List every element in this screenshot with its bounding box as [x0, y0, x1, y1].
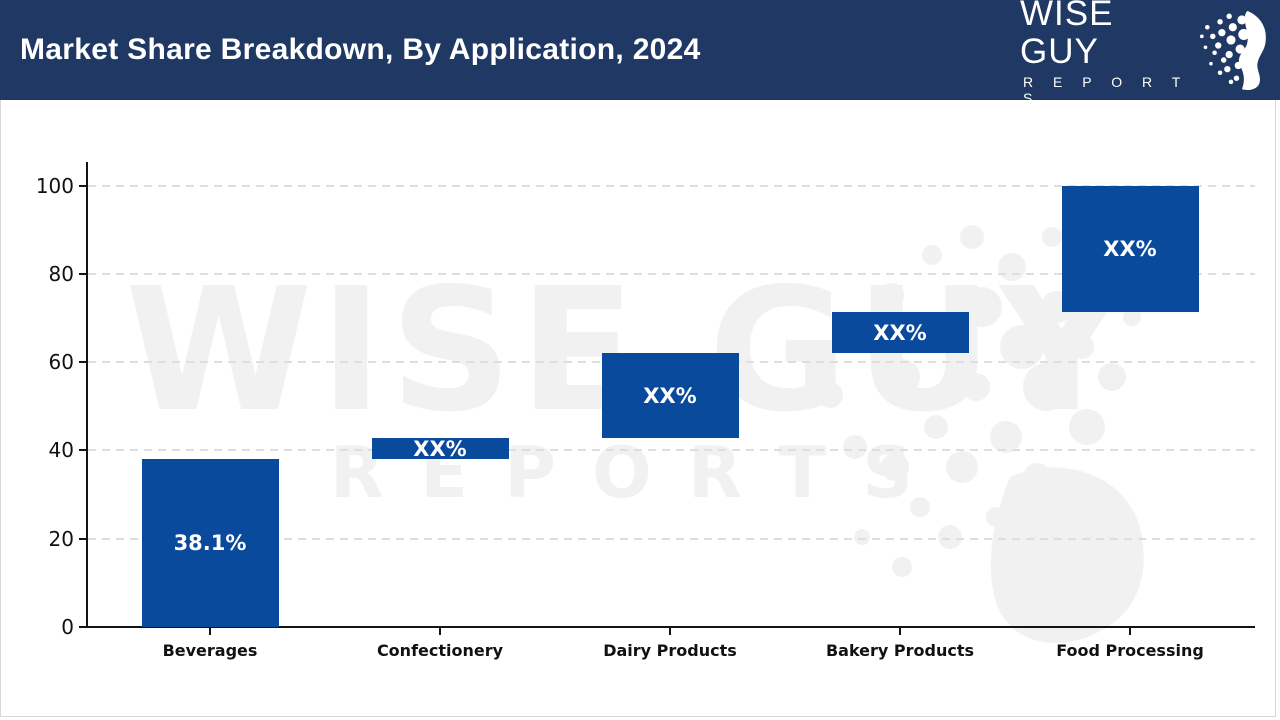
y-tick-mark [79, 272, 88, 275]
y-tick-label: 60 [48, 350, 74, 375]
y-tick-label: 100 [35, 173, 74, 198]
y-tick-mark [79, 184, 88, 187]
y-tick-label: 20 [48, 526, 74, 551]
y-tick-mark [79, 449, 88, 452]
bar-value-label: XX% [643, 383, 697, 408]
bar-value-label: 38.1% [173, 530, 247, 555]
bar: XX% [831, 312, 969, 354]
x-tick-mark [1129, 627, 1131, 635]
x-tick-mark [439, 627, 441, 635]
bar: XX% [601, 353, 739, 439]
bar-value-label: XX% [873, 320, 927, 345]
gridline [88, 184, 1255, 187]
wiseguy-logo: WISE GUY R E P O R T S [1020, 0, 1268, 106]
logo-text-primary: WISE GUY [1020, 0, 1114, 71]
y-tick-label: 0 [61, 615, 74, 639]
logo-text-secondary: R E P O R T S [1023, 73, 1189, 106]
x-category-label: Beverages [162, 641, 258, 660]
wiseguy-head-icon [1200, 10, 1266, 91]
y-tick-label: 80 [48, 261, 74, 286]
x-tick-mark [899, 627, 901, 635]
y-axis-line [86, 162, 88, 628]
y-tick-mark [79, 361, 88, 364]
bar-value-label: XX% [1103, 236, 1157, 261]
page-title: Market Share Breakdown, By Application, … [20, 33, 701, 66]
gridline [88, 449, 1255, 452]
bar: XX% [371, 436, 509, 461]
header-bar: Market Share Breakdown, By Application, … [0, 0, 1280, 106]
bar: 38.1% [141, 458, 279, 627]
y-tick-mark [79, 537, 88, 540]
bar: XX% [1061, 185, 1199, 313]
y-tick-label: 40 [48, 438, 74, 463]
x-tick-mark [669, 627, 671, 635]
x-category-label: Dairy Products [603, 641, 737, 660]
x-category-label: Bakery Products [825, 641, 975, 660]
x-tick-mark [209, 627, 211, 635]
x-category-label: Confectionery [376, 641, 504, 660]
gridline [88, 537, 1255, 540]
gridline [88, 272, 1255, 275]
x-category-label: Food Processing [1056, 641, 1204, 660]
y-tick-mark [79, 626, 88, 628]
bar-value-label: XX% [413, 436, 467, 461]
